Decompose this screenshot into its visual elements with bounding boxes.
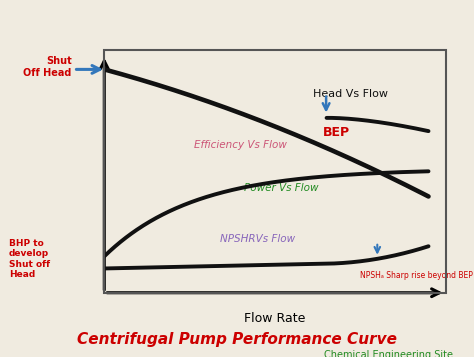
Text: Shut
Off Head: Shut Off Head (24, 56, 72, 78)
Text: BEP: BEP (323, 126, 350, 139)
Text: BHP to
develop
Shut off
Head: BHP to develop Shut off Head (9, 239, 50, 279)
Text: Head Vs Flow: Head Vs Flow (312, 89, 388, 99)
Text: NPSHₐ Sharp rise beyond BEP: NPSHₐ Sharp rise beyond BEP (360, 271, 473, 280)
Text: NPSHRVs Flow: NPSHRVs Flow (220, 234, 295, 244)
Text: Efficiency Vs Flow: Efficiency Vs Flow (194, 140, 287, 150)
Text: Flow Rate: Flow Rate (244, 312, 306, 325)
Text: Chemical Engineering Site: Chemical Engineering Site (324, 350, 453, 357)
Text: Centrifugal Pump Performance Curve: Centrifugal Pump Performance Curve (77, 332, 397, 347)
Text: Power Vs Flow: Power Vs Flow (245, 183, 319, 193)
